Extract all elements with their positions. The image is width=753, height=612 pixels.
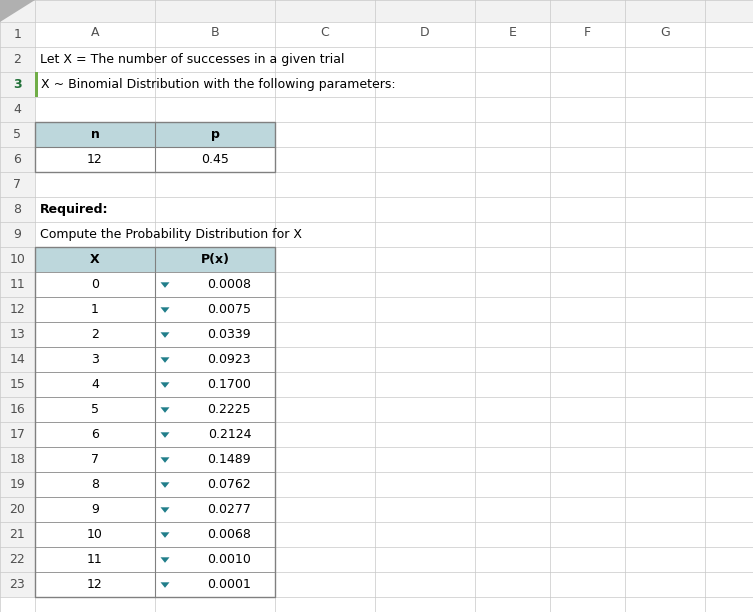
Polygon shape — [160, 507, 169, 513]
Text: 3: 3 — [91, 353, 99, 366]
Text: 4: 4 — [91, 378, 99, 391]
Polygon shape — [160, 307, 169, 313]
Polygon shape — [160, 282, 169, 288]
Text: 21: 21 — [10, 528, 26, 541]
Text: 0.0923: 0.0923 — [208, 353, 252, 366]
Text: E: E — [508, 26, 517, 40]
Text: 10: 10 — [87, 528, 103, 541]
Text: 0.0001: 0.0001 — [208, 578, 252, 591]
Text: P(x): P(x) — [200, 253, 230, 266]
Text: 0.2225: 0.2225 — [208, 403, 252, 416]
Text: 12: 12 — [10, 303, 26, 316]
Text: A: A — [91, 26, 99, 40]
Text: B: B — [211, 26, 219, 40]
Polygon shape — [160, 558, 169, 563]
Text: X ~ Binomial Distribution with the following parameters:: X ~ Binomial Distribution with the follo… — [41, 78, 395, 91]
Text: 11: 11 — [87, 553, 103, 566]
Text: 16: 16 — [10, 403, 26, 416]
Text: 6: 6 — [91, 428, 99, 441]
Text: 20: 20 — [10, 503, 26, 516]
Text: Required:: Required: — [40, 203, 108, 216]
Text: 0.0339: 0.0339 — [208, 328, 252, 341]
Bar — [35, 247, 275, 597]
Bar — [35, 247, 275, 272]
Polygon shape — [0, 0, 35, 22]
Text: 5: 5 — [91, 403, 99, 416]
Text: 0.2124: 0.2124 — [208, 428, 252, 441]
Polygon shape — [160, 382, 169, 388]
Text: G: G — [660, 26, 670, 40]
Text: 0.1700: 0.1700 — [208, 378, 252, 391]
Text: 23: 23 — [10, 578, 26, 591]
Text: 9: 9 — [14, 228, 21, 241]
Text: 1: 1 — [14, 28, 21, 41]
Text: 12: 12 — [87, 153, 103, 166]
Text: 5: 5 — [14, 128, 22, 141]
Text: 19: 19 — [10, 478, 26, 491]
Text: 11: 11 — [10, 278, 26, 291]
Text: 0.0075: 0.0075 — [207, 303, 252, 316]
Polygon shape — [160, 357, 169, 363]
Text: p: p — [211, 128, 219, 141]
Text: 0.1489: 0.1489 — [208, 453, 252, 466]
Polygon shape — [160, 332, 169, 338]
Text: 6: 6 — [14, 153, 21, 166]
Text: 2: 2 — [91, 328, 99, 341]
Text: Let X = The number of successes in a given trial: Let X = The number of successes in a giv… — [40, 53, 345, 66]
Text: 0.0068: 0.0068 — [208, 528, 252, 541]
Text: 14: 14 — [10, 353, 26, 366]
Text: 0.45: 0.45 — [201, 153, 229, 166]
Text: 18: 18 — [10, 453, 26, 466]
Text: 7: 7 — [14, 178, 22, 191]
Text: 15: 15 — [10, 378, 26, 391]
Text: 9: 9 — [91, 503, 99, 516]
Text: D: D — [420, 26, 430, 40]
Text: C: C — [321, 26, 329, 40]
Polygon shape — [160, 457, 169, 463]
Polygon shape — [160, 432, 169, 438]
Text: 8: 8 — [14, 203, 22, 216]
Polygon shape — [160, 532, 169, 538]
Polygon shape — [160, 582, 169, 588]
Text: 22: 22 — [10, 553, 26, 566]
Bar — [35, 122, 275, 172]
Text: 0.0010: 0.0010 — [208, 553, 252, 566]
Text: 2: 2 — [14, 53, 21, 66]
Bar — [35, 122, 275, 147]
Text: 3: 3 — [14, 78, 22, 91]
Text: 17: 17 — [10, 428, 26, 441]
Bar — [35, 72, 38, 97]
Bar — [0, 0, 753, 22]
Text: 8: 8 — [91, 478, 99, 491]
Text: 0.0277: 0.0277 — [208, 503, 252, 516]
Text: 4: 4 — [14, 103, 21, 116]
Text: 0.0008: 0.0008 — [207, 278, 252, 291]
Text: 7: 7 — [91, 453, 99, 466]
Text: 13: 13 — [10, 328, 26, 341]
Text: 0: 0 — [91, 278, 99, 291]
Text: 1: 1 — [91, 303, 99, 316]
Text: 0.0762: 0.0762 — [208, 478, 252, 491]
Text: 10: 10 — [10, 253, 26, 266]
Bar — [0, 0, 35, 597]
Text: 12: 12 — [87, 578, 103, 591]
Text: F: F — [584, 26, 591, 40]
Polygon shape — [160, 482, 169, 488]
Text: n: n — [90, 128, 99, 141]
Text: X: X — [90, 253, 100, 266]
Text: Compute the Probability Distribution for X: Compute the Probability Distribution for… — [40, 228, 302, 241]
Polygon shape — [160, 408, 169, 413]
